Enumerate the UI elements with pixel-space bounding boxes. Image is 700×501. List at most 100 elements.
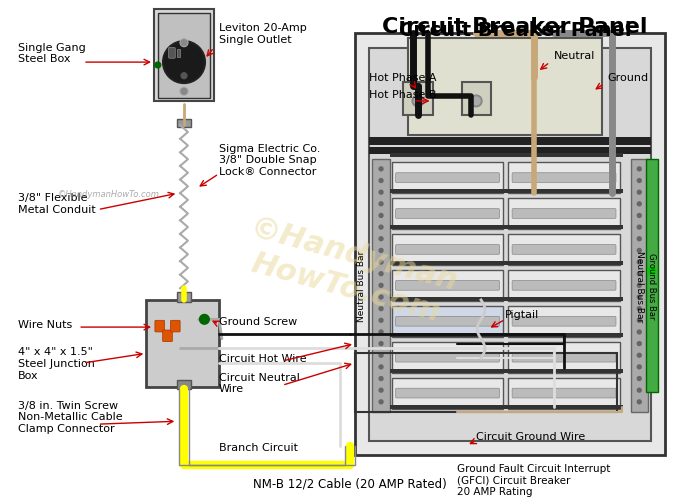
Text: Leviton 20-Amp
Single Outlet: Leviton 20-Amp Single Outlet — [219, 23, 307, 45]
Circle shape — [379, 202, 383, 206]
Circle shape — [155, 63, 161, 69]
Circle shape — [637, 202, 641, 206]
Bar — [370, 138, 651, 145]
Text: ©HandymanHowTo.com: ©HandymanHowTo.com — [58, 189, 160, 198]
Circle shape — [637, 191, 641, 195]
Bar — [390, 262, 623, 266]
FancyBboxPatch shape — [395, 245, 500, 255]
FancyBboxPatch shape — [392, 270, 503, 301]
Circle shape — [379, 377, 383, 381]
FancyBboxPatch shape — [508, 306, 620, 337]
FancyBboxPatch shape — [508, 378, 620, 409]
FancyBboxPatch shape — [154, 10, 214, 102]
FancyBboxPatch shape — [162, 330, 172, 342]
Text: Ground Bus Bar: Ground Bus Bar — [648, 253, 657, 319]
Text: Single Gang
Steel Box: Single Gang Steel Box — [18, 43, 86, 64]
Circle shape — [637, 400, 641, 404]
FancyBboxPatch shape — [146, 300, 219, 387]
Circle shape — [470, 96, 482, 108]
Circle shape — [637, 388, 641, 392]
FancyBboxPatch shape — [370, 49, 651, 441]
Circle shape — [379, 354, 383, 358]
Text: Circuit Hot Wire: Circuit Hot Wire — [219, 353, 307, 363]
Bar — [631, 160, 648, 412]
FancyBboxPatch shape — [355, 34, 666, 455]
Bar — [372, 160, 390, 412]
Bar — [646, 160, 658, 392]
Circle shape — [637, 214, 641, 218]
Text: Neutral: Neutral — [554, 51, 595, 61]
Circle shape — [637, 261, 641, 265]
FancyBboxPatch shape — [512, 209, 616, 219]
FancyBboxPatch shape — [512, 173, 616, 183]
FancyBboxPatch shape — [512, 317, 616, 327]
Text: Pigtail: Pigtail — [505, 310, 540, 320]
Bar — [390, 226, 623, 229]
Circle shape — [379, 342, 383, 346]
Circle shape — [180, 40, 188, 48]
Circle shape — [637, 377, 641, 381]
Circle shape — [414, 98, 422, 106]
Circle shape — [379, 168, 383, 171]
FancyBboxPatch shape — [512, 388, 616, 398]
Circle shape — [637, 296, 641, 299]
FancyBboxPatch shape — [508, 163, 620, 194]
Bar — [390, 298, 623, 301]
FancyBboxPatch shape — [392, 378, 503, 409]
Text: ©Handyman
HowTo.com: ©Handyman HowTo.com — [239, 213, 461, 329]
FancyBboxPatch shape — [395, 281, 500, 291]
FancyBboxPatch shape — [177, 120, 191, 128]
Circle shape — [379, 330, 383, 334]
FancyBboxPatch shape — [512, 353, 616, 362]
Circle shape — [379, 191, 383, 195]
Circle shape — [637, 307, 641, 311]
Text: Ground Screw: Ground Screw — [219, 317, 298, 327]
Circle shape — [379, 296, 383, 299]
FancyBboxPatch shape — [177, 293, 191, 302]
FancyBboxPatch shape — [169, 49, 175, 59]
Circle shape — [637, 342, 641, 346]
Circle shape — [379, 261, 383, 265]
Text: Ground: Ground — [607, 73, 648, 83]
Circle shape — [379, 214, 383, 218]
FancyBboxPatch shape — [158, 14, 210, 99]
Circle shape — [637, 249, 641, 253]
Bar — [390, 333, 623, 337]
Circle shape — [181, 74, 187, 80]
Circle shape — [637, 354, 641, 358]
Text: 3/8" Flexible
Metal Conduit: 3/8" Flexible Metal Conduit — [18, 193, 96, 214]
Circle shape — [180, 88, 188, 96]
Text: Circuit Breaker Panel: Circuit Breaker Panel — [382, 18, 648, 38]
Circle shape — [412, 96, 423, 108]
Text: Sigma Electric Co.
3/8" Double Snap
Lock® Connector: Sigma Electric Co. 3/8" Double Snap Lock… — [219, 143, 321, 176]
FancyBboxPatch shape — [508, 198, 620, 229]
Circle shape — [637, 284, 641, 288]
Text: Wire Nuts: Wire Nuts — [18, 320, 72, 330]
Circle shape — [379, 179, 383, 183]
Circle shape — [379, 400, 383, 404]
Circle shape — [379, 365, 383, 369]
FancyBboxPatch shape — [392, 234, 503, 266]
Circle shape — [199, 315, 209, 325]
Text: Circuit Ground Wire: Circuit Ground Wire — [476, 431, 585, 441]
Bar — [390, 369, 623, 373]
Circle shape — [637, 330, 641, 334]
Text: Neutral Bus Bar: Neutral Bus Bar — [635, 250, 644, 321]
FancyBboxPatch shape — [392, 198, 503, 229]
FancyBboxPatch shape — [392, 306, 503, 337]
Text: Neutral Bus Bar: Neutral Bus Bar — [357, 250, 366, 321]
FancyBboxPatch shape — [155, 321, 164, 332]
Text: 4" x 4" x 1.5"
Steel Junction
Box: 4" x 4" x 1.5" Steel Junction Box — [18, 347, 95, 380]
Circle shape — [648, 268, 656, 275]
Bar — [390, 190, 623, 194]
Bar — [390, 154, 623, 158]
Circle shape — [379, 307, 383, 311]
FancyBboxPatch shape — [395, 353, 500, 362]
FancyBboxPatch shape — [508, 234, 620, 266]
Circle shape — [637, 365, 641, 369]
Text: Branch Circuit: Branch Circuit — [219, 442, 298, 452]
Bar — [390, 405, 623, 409]
FancyBboxPatch shape — [170, 321, 180, 332]
Circle shape — [379, 388, 383, 392]
Circle shape — [162, 42, 205, 84]
